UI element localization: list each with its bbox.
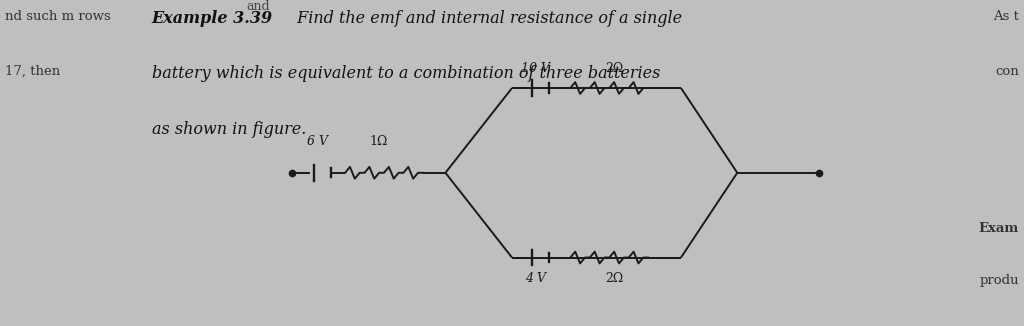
Text: battery which is equivalent to a combination of three batteries: battery which is equivalent to a combina… [152,65,659,82]
Text: and: and [246,0,270,13]
Text: Exam: Exam [979,222,1019,235]
Text: 1Ω: 1Ω [370,135,388,148]
Text: con: con [995,65,1019,78]
Text: 10 V: 10 V [521,62,550,75]
Text: 2Ω: 2Ω [605,62,624,75]
Text: as shown in figure.: as shown in figure. [152,121,306,138]
Text: nd such m rows: nd such m rows [5,10,111,23]
Text: produ: produ [979,274,1019,287]
Text: Find the emf and internal resistance of a single: Find the emf and internal resistance of … [292,10,682,27]
Text: As t: As t [993,10,1019,23]
Text: 17, then: 17, then [5,65,60,78]
Text: 6 V: 6 V [307,135,328,148]
Text: 2Ω: 2Ω [605,272,624,285]
Text: 4 V: 4 V [525,272,546,285]
Text: Example 3.39: Example 3.39 [152,10,272,27]
